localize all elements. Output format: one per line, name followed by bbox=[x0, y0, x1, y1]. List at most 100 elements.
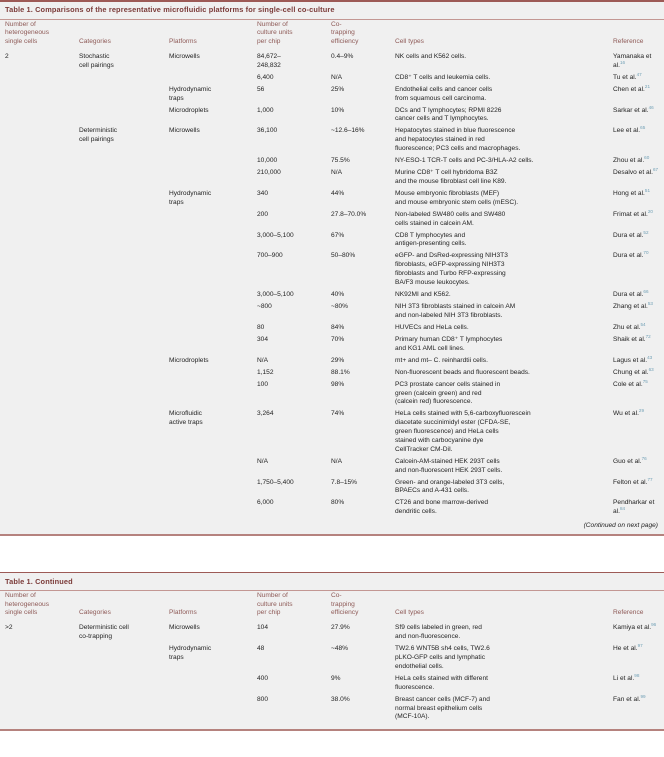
cell-category bbox=[74, 207, 164, 229]
cell-cotrapping-efficiency: 25% bbox=[326, 82, 390, 104]
cell-types: Calcein-AM-stained HEK 293T cells and no… bbox=[390, 454, 608, 476]
cell-culture-units: 400 bbox=[252, 671, 326, 693]
table-row: 3,000–5,100 67% CD8 T lymphocytes and anti… bbox=[0, 228, 664, 250]
reference-superscript: 96 bbox=[651, 622, 657, 628]
cell-number-of-single-cells bbox=[0, 454, 74, 476]
cell-reference: He et al.97 bbox=[608, 642, 664, 672]
cell-category bbox=[74, 332, 164, 354]
cell-culture-units: 80 bbox=[252, 320, 326, 333]
cell-cotrapping-efficiency: ~48% bbox=[326, 642, 390, 672]
cell-types: CD8⁺ T cells and leukemia cells. bbox=[390, 70, 608, 83]
cell-types: Murine CD8⁺ T cell hybridoma B3Z and the… bbox=[390, 165, 608, 187]
cell-platform bbox=[164, 249, 252, 288]
cell-number-of-single-cells bbox=[0, 153, 74, 166]
reference-superscript: 99 bbox=[640, 693, 646, 699]
table-row: 200 27.8–70.0% Non-labeled SW480 cells and… bbox=[0, 207, 664, 229]
reference-superscript: 66 bbox=[643, 288, 649, 294]
cell-platform bbox=[164, 207, 252, 229]
cell-culture-units: 56 bbox=[252, 82, 326, 104]
cell-platform bbox=[164, 228, 252, 250]
cell-category: Deterministic cell co-trapping bbox=[74, 620, 164, 643]
cell-types: PC3 prostate cancer cells stained in gre… bbox=[390, 377, 608, 408]
cell-category bbox=[74, 165, 164, 187]
cell-platform bbox=[164, 454, 252, 476]
cell-cotrapping-efficiency: 27.8–70.0% bbox=[326, 207, 390, 229]
cell-types: HeLa cells stained with different fluore… bbox=[390, 671, 608, 693]
cell-types: Sf9 cells labeled in green, red and non-… bbox=[390, 620, 608, 643]
cell-number-of-single-cells bbox=[0, 82, 74, 104]
cell-platform bbox=[164, 153, 252, 166]
cell-reference: Li et al.98 bbox=[608, 671, 664, 693]
cell-types: Hepatocytes stained in blue fluorescence… bbox=[390, 124, 608, 154]
cell-number-of-single-cells bbox=[0, 496, 74, 518]
col-header-cotrapping-efficiency: Co- trapping efficiency bbox=[326, 591, 390, 621]
cell-platform bbox=[164, 320, 252, 333]
cell-platform: Hydrodynamic traps bbox=[164, 186, 252, 208]
cell-number-of-single-cells bbox=[0, 407, 74, 455]
cell-culture-units: 340 bbox=[252, 186, 326, 208]
cell-number-of-single-cells bbox=[0, 299, 74, 321]
cell-reference: Chung et al.63 bbox=[608, 365, 664, 378]
cell-number-of-single-cells bbox=[0, 692, 74, 723]
cell-types: NK cells and K562 cells. bbox=[390, 48, 608, 71]
cell-cotrapping-efficiency: 29% bbox=[326, 353, 390, 366]
cell-number-of-single-cells bbox=[0, 377, 74, 408]
cell-reference: Zhu et al.54 bbox=[608, 320, 664, 333]
cell-number-of-single-cells bbox=[0, 249, 74, 288]
cell-types: HeLa cells stained with 5,6-carboxyfluor… bbox=[390, 407, 608, 455]
table-row: ~800 ~80% NIH 3T3 fibroblasts stained in c… bbox=[0, 299, 664, 321]
reference-superscript: 67 bbox=[652, 166, 659, 172]
table-row: 1,750–5,400 7.8–15% Green- and orange-labe… bbox=[0, 475, 664, 497]
cell-reference: Hong et al.51 bbox=[608, 186, 664, 208]
cell-number-of-single-cells bbox=[0, 320, 74, 333]
cell-cotrapping-efficiency: N/A bbox=[326, 70, 390, 83]
cell-category: Stochastic cell pairings bbox=[74, 48, 164, 71]
cell-platform: Microdroplets bbox=[164, 353, 252, 366]
cell-number-of-single-cells bbox=[0, 70, 74, 83]
cell-types: NY-ESO-1 TCR-T cells and PC-3/HLA-A2 cel… bbox=[390, 153, 608, 166]
cell-reference: Frimat et al.20 bbox=[608, 207, 664, 229]
col-header-platforms: Platforms bbox=[164, 19, 252, 49]
cell-platform bbox=[164, 692, 252, 723]
cell-culture-units: 210,000 bbox=[252, 165, 326, 187]
col-header-culture-units: Number of culture units per chip bbox=[252, 19, 326, 49]
col-header-number-of-single-cells: Number of heterogeneous single cells bbox=[0, 591, 74, 621]
table-1: Number of heterogeneous single cells Cat… bbox=[0, 19, 664, 518]
table-1-continued-note: (Continued on next page) bbox=[0, 517, 664, 535]
cell-culture-units: 104 bbox=[252, 620, 326, 643]
cell-reference: Kamiya et al.96 bbox=[608, 620, 664, 643]
cell-reference: Tu et al.47 bbox=[608, 70, 664, 83]
cell-culture-units: 36,100 bbox=[252, 124, 326, 154]
cell-cotrapping-efficiency: 10% bbox=[326, 103, 390, 125]
cell-platform bbox=[164, 70, 252, 83]
cell-reference: Lee et al.65 bbox=[608, 124, 664, 154]
cell-cotrapping-efficiency: 67% bbox=[326, 228, 390, 250]
cell-culture-units: 200 bbox=[252, 207, 326, 229]
cell-category bbox=[74, 692, 164, 723]
cell-platform bbox=[164, 496, 252, 518]
cell-reference: Dura et al.52 bbox=[608, 228, 664, 250]
cell-cotrapping-efficiency: 84% bbox=[326, 320, 390, 333]
cell-types: eGFP- and DsRed-expressing NIH3T3 fibrob… bbox=[390, 249, 608, 288]
cell-reference: Felton et al.77 bbox=[608, 475, 664, 497]
cell-types: HUVECs and HeLa cells. bbox=[390, 320, 608, 333]
cell-types: Primary human CD8⁺ T lymphocytes and KG1… bbox=[390, 332, 608, 354]
cell-reference: Guo et al.76 bbox=[608, 454, 664, 476]
reference-superscript: 75 bbox=[642, 378, 648, 384]
table-1-block: Table 1. Comparisons of the representati… bbox=[0, 0, 664, 536]
cell-culture-units: 6,000 bbox=[252, 496, 326, 518]
cell-category bbox=[74, 103, 164, 125]
cell-number-of-single-cells: 2 bbox=[0, 48, 74, 71]
cell-category bbox=[74, 70, 164, 83]
cell-cotrapping-efficiency: 98% bbox=[326, 377, 390, 408]
reference-superscript: 51 bbox=[644, 187, 651, 193]
cell-types: Endothelial cells and cancer cells from … bbox=[390, 82, 608, 104]
cell-number-of-single-cells bbox=[0, 332, 74, 354]
cell-number-of-single-cells bbox=[0, 124, 74, 154]
table-row: 210,000 N/A Murine CD8⁺ T cell hybridoma B… bbox=[0, 165, 664, 187]
cell-platform: Microwells bbox=[164, 124, 252, 154]
cell-category: Deterministic cell pairings bbox=[74, 124, 164, 154]
cell-category bbox=[74, 249, 164, 288]
cell-number-of-single-cells bbox=[0, 475, 74, 497]
